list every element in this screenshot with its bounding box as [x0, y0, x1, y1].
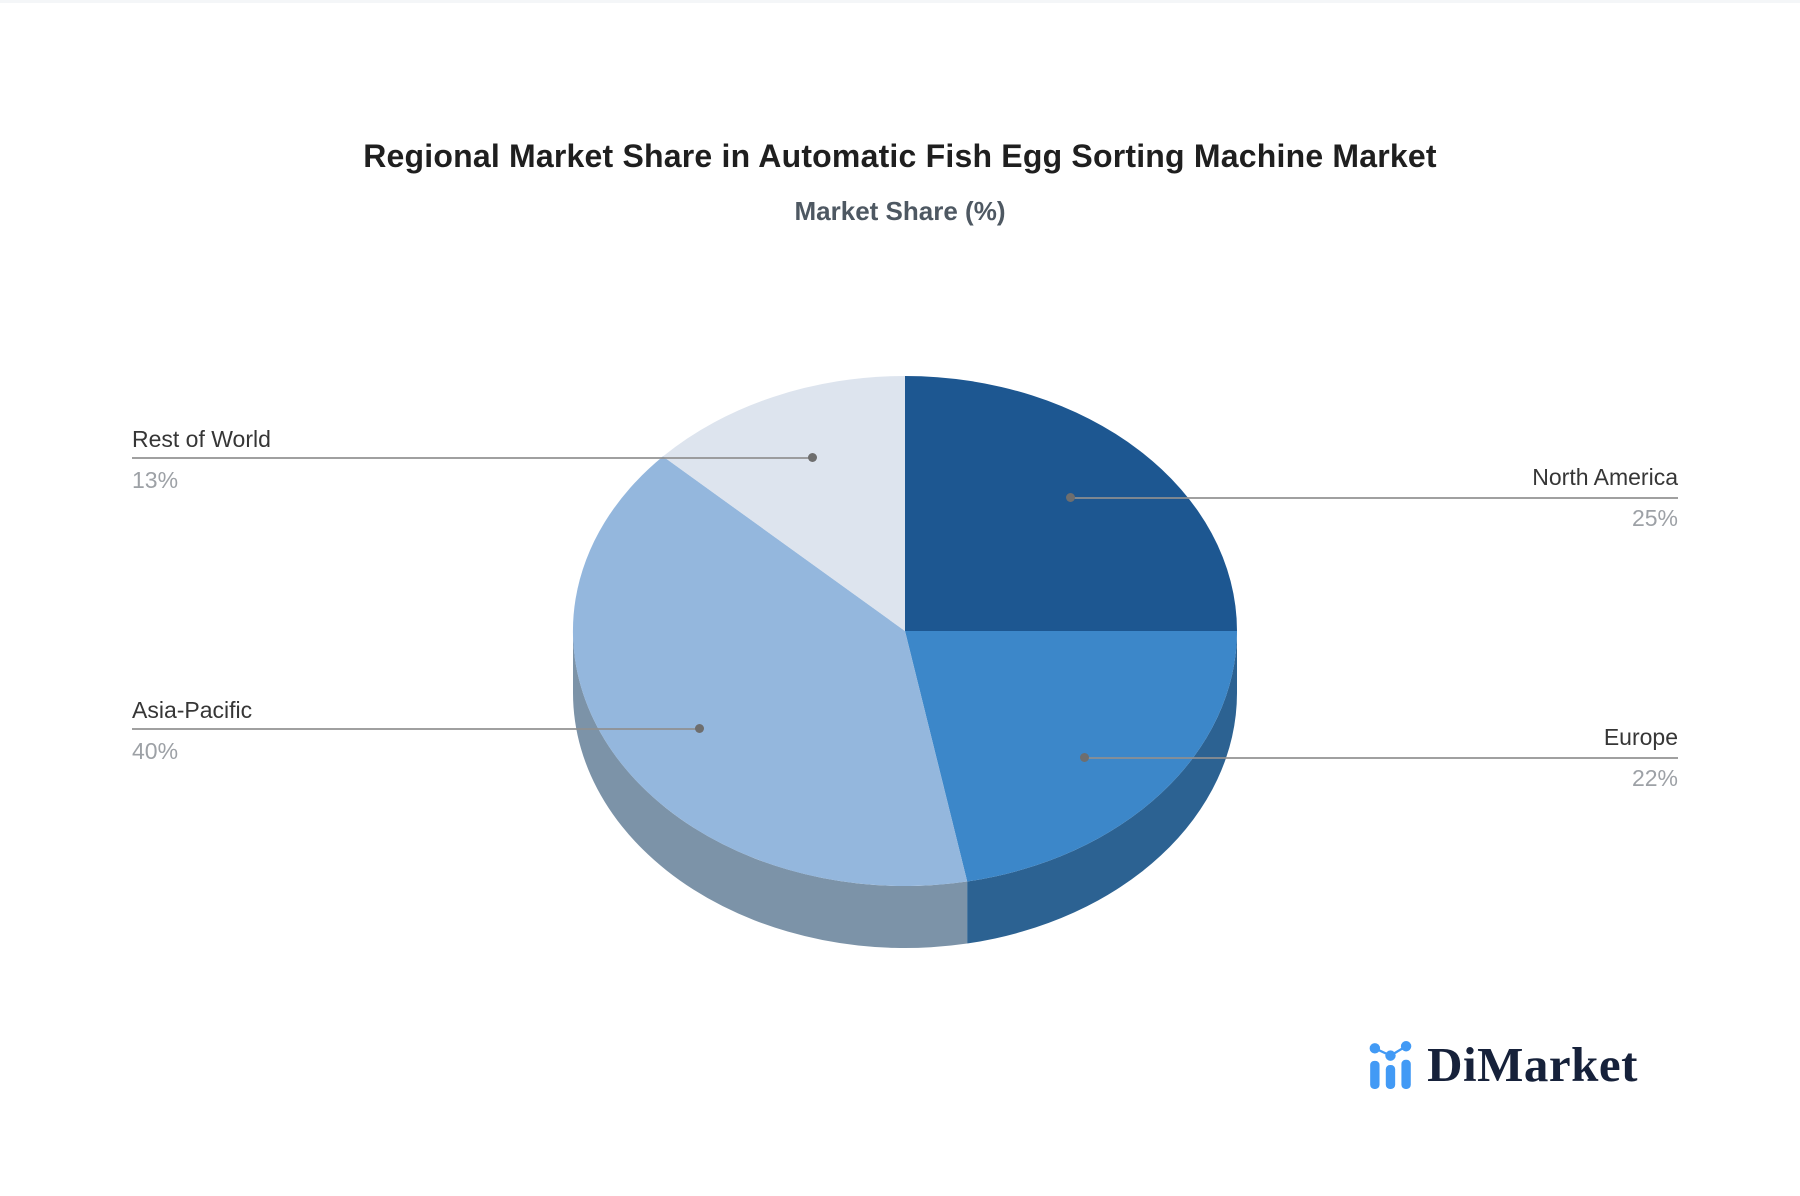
callout-pct-europe: 22%	[1631, 765, 1678, 791]
callout-label-europe: Europe	[1603, 724, 1678, 750]
callout-line-north-america	[1070, 497, 1678, 499]
callout-line-europe	[1084, 757, 1678, 759]
callout-dot-europe	[1080, 753, 1089, 762]
callout-pct-north-america: 25%	[1631, 505, 1678, 531]
callout-dot-asia-pacific	[695, 724, 704, 733]
callout-dot-north-america	[1066, 493, 1075, 502]
callout-line-asia-pacific	[132, 728, 699, 730]
pie-slice-asia-pacific[interactable]	[572, 456, 968, 887]
callout-label-north-america: North America	[1532, 464, 1678, 490]
brand-logo: DiMarket	[1368, 1036, 1638, 1093]
bar-chart-logo-icon	[1369, 1040, 1412, 1089]
chart-subtitle: Market Share (%)	[794, 196, 1006, 226]
pie-rim-left	[573, 631, 968, 949]
pie-slice-europe[interactable]	[905, 631, 1237, 882]
callout-label-rest-of-world: Rest of World	[132, 426, 271, 452]
pie-rim-right	[967, 631, 1237, 944]
callout-dot-rest-of-world	[808, 453, 817, 462]
callout-line-rest-of-world	[132, 457, 812, 459]
pie-slice-rest-of-world[interactable]	[663, 375, 905, 631]
brand-logo-text: DiMarket	[1427, 1037, 1638, 1092]
callout-pct-rest-of-world: 13%	[132, 467, 179, 493]
pie-slice-north-america[interactable]	[905, 376, 1237, 631]
callout-pct-asia-pacific: 40%	[132, 738, 179, 764]
chart-title: Regional Market Share in Automatic Fish …	[363, 138, 1437, 174]
callout-label-asia-pacific: Asia-Pacific	[132, 697, 253, 723]
